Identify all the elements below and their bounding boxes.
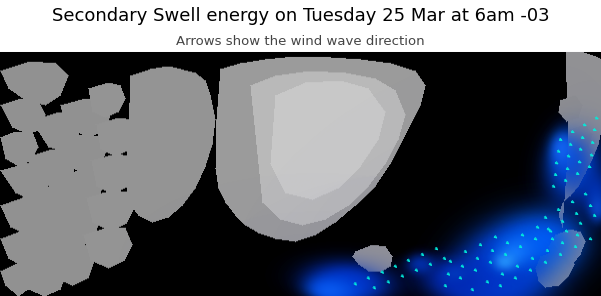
Text: Secondary Swell energy on Tuesday 25 Mar at 6am -03: Secondary Swell energy on Tuesday 25 Mar…: [52, 7, 549, 25]
Text: Arrows show the wind wave direction: Arrows show the wind wave direction: [176, 35, 425, 48]
